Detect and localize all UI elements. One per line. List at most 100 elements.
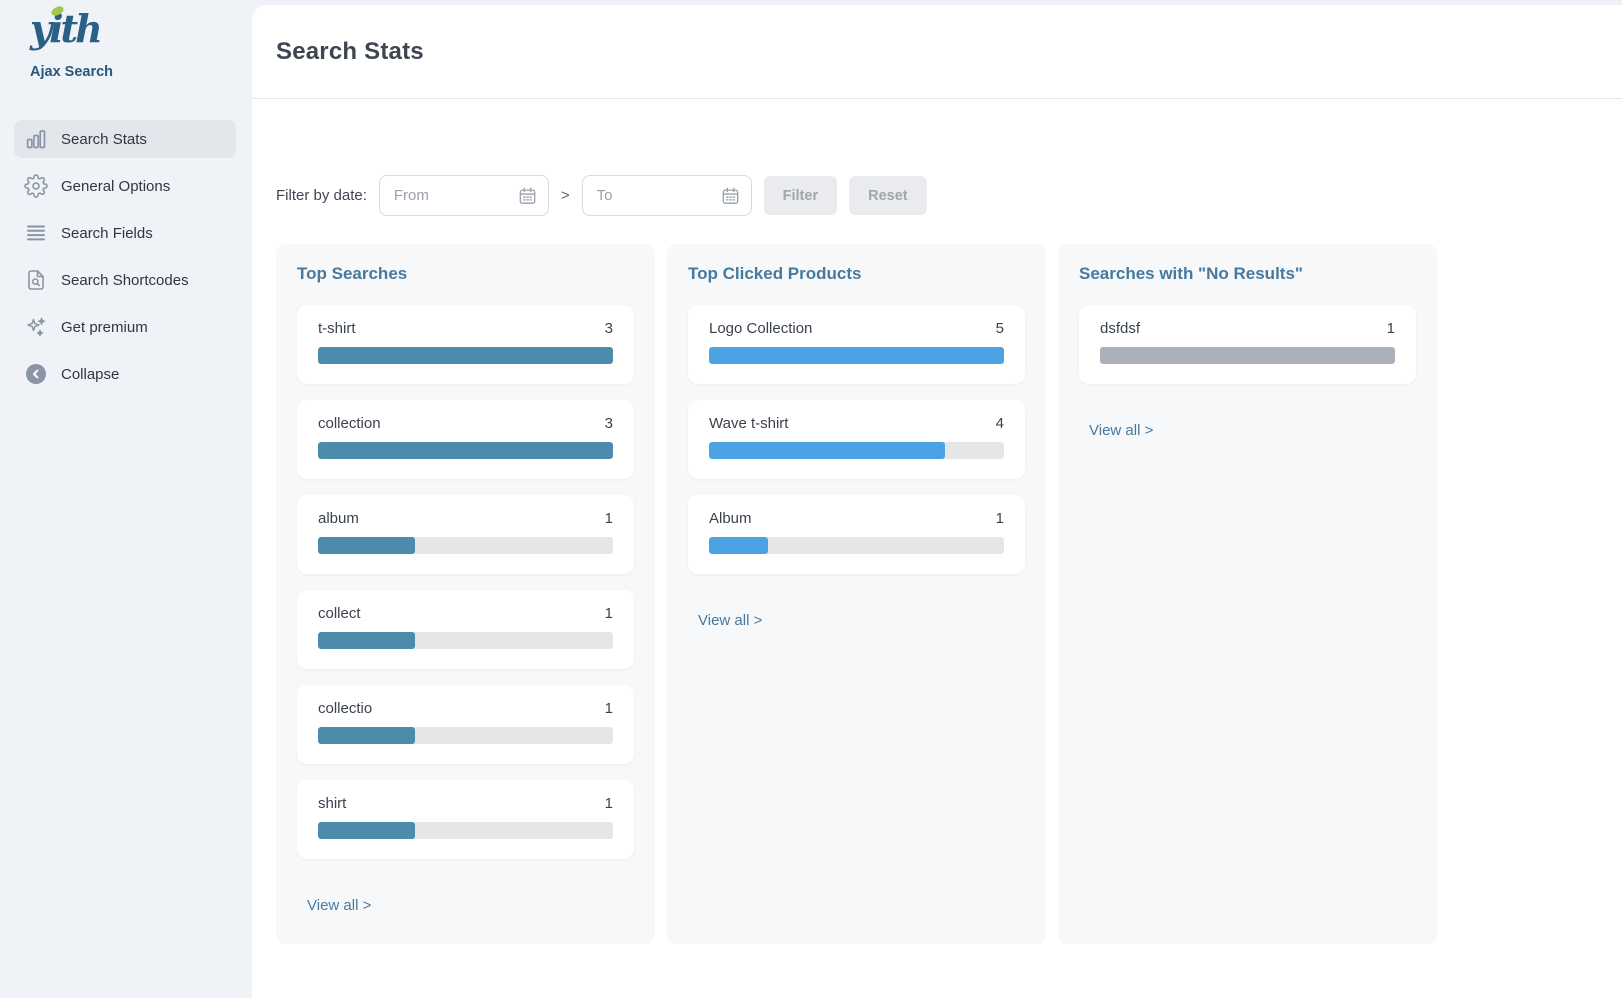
panels-row: Top Searches t-shirt 3 collection 3 album 1 col… (276, 244, 1598, 944)
stat-term-label: album (318, 510, 359, 527)
stat-head: t-shirt 3 (318, 320, 613, 337)
calendar-icon[interactable] (517, 185, 538, 206)
gear-icon (24, 174, 48, 198)
stat-bar-track (709, 442, 1004, 459)
view-all-link[interactable]: View all > (1089, 422, 1154, 439)
sparkles-icon (24, 315, 48, 339)
stat-bar-track (318, 727, 613, 744)
sidebar-item-label: Search Fields (61, 224, 153, 242)
stat-bar-track (318, 347, 613, 364)
stat-bar-fill (318, 822, 416, 839)
stat-bar-track (318, 537, 613, 554)
panel-title: Top Searches (297, 264, 408, 283)
stat-count: 1 (604, 510, 613, 527)
sidebar-item-label: Search Stats (61, 130, 147, 148)
sidebar-item-search-stats[interactable]: Search Stats (14, 120, 236, 158)
stat-count: 3 (604, 320, 613, 337)
stat-count: 1 (1386, 320, 1395, 337)
stat-card: Logo Collection 5 (688, 305, 1025, 384)
stat-count: 3 (604, 415, 613, 432)
stat-card: collection 3 (297, 400, 634, 479)
reset-button[interactable]: Reset (849, 176, 927, 215)
list-lines-icon (24, 221, 48, 245)
stat-bar-fill (1100, 347, 1395, 364)
panel-searches-with-no-results: Searches with "No Results" dsfdsf 1 View al… (1058, 244, 1437, 944)
stat-count: 1 (604, 795, 613, 812)
stat-bar-track (318, 632, 613, 649)
date-from-input[interactable] (378, 175, 549, 216)
date-range-separator: > (560, 187, 570, 204)
collapse-circle-icon (24, 362, 48, 386)
stat-term-label: collectio (318, 700, 373, 717)
stat-term-label: dsfdsf (1100, 320, 1141, 337)
main-area: Search Stats Filter by date: > Filter (252, 0, 1622, 998)
panel-top-clicked-products: Top Clicked Products Logo Collection 5 Wave… (667, 244, 1046, 944)
panel-top-searches: Top Searches t-shirt 3 collection 3 album 1 col… (276, 244, 655, 944)
stat-term-label: Album (709, 510, 752, 527)
stat-head: Logo Collection 5 (709, 320, 1004, 337)
sidebar-item-label: General Options (61, 177, 171, 195)
sidebar-nav: Search Stats General Options Search Fields… (0, 120, 252, 393)
page-header: Search Stats (252, 5, 1622, 99)
stat-term-label: Wave t-shirt (709, 415, 789, 432)
stat-bar-fill (709, 537, 768, 554)
stat-bar-fill (709, 347, 1004, 364)
stat-card: collect 1 (297, 590, 634, 669)
stat-card: Wave t-shirt 4 (688, 400, 1025, 479)
view-all-link[interactable]: View all > (698, 612, 763, 629)
bar-chart-icon (24, 127, 48, 151)
stat-count: 1 (995, 510, 1004, 527)
sidebar-item-general-options[interactable]: General Options (14, 167, 236, 205)
panel-title: Searches with "No Results" (1079, 264, 1303, 283)
stat-head: Wave t-shirt 4 (709, 415, 1004, 432)
shortcode-doc-icon (24, 268, 48, 292)
stat-bar-track (1100, 347, 1395, 364)
stat-count: 4 (995, 415, 1004, 432)
sidebar-item-get-premium[interactable]: Get premium (14, 308, 236, 346)
content: Filter by date: > Filter Reset Top Searc… (252, 175, 1622, 944)
stat-head: dsfdsf 1 (1100, 320, 1395, 337)
filter-button[interactable]: Filter (763, 176, 838, 215)
date-to-field (581, 175, 752, 216)
main-card: Search Stats Filter by date: > Filter (252, 5, 1622, 998)
stat-term-label: Logo Collection (709, 320, 813, 337)
sidebar-item-collapse[interactable]: Collapse (14, 355, 236, 393)
stat-bar-fill (318, 632, 416, 649)
page-title: Search Stats (276, 37, 424, 65)
stat-card: collectio 1 (297, 685, 634, 764)
stat-count: 1 (604, 700, 613, 717)
stat-bar-fill (709, 442, 945, 459)
filter-by-date-label: Filter by date: (276, 187, 367, 204)
yith-logo-text: yith (30, 6, 103, 51)
stat-term-label: t-shirt (318, 320, 356, 337)
panel-title: Top Clicked Products (688, 264, 862, 283)
sidebar-item-label: Get premium (61, 318, 148, 336)
stat-term-label: shirt (318, 795, 347, 812)
stat-card: album 1 (297, 495, 634, 574)
stat-head: shirt 1 (318, 795, 613, 812)
view-all-link[interactable]: View all > (307, 897, 372, 914)
sidebar-item-search-shortcodes[interactable]: Search Shortcodes (14, 261, 236, 299)
stat-bar-fill (318, 727, 416, 744)
date-from-field (378, 175, 549, 216)
brand: yith Ajax Search (0, 2, 252, 80)
stat-bar-fill (318, 537, 416, 554)
stat-card: dsfdsf 1 (1079, 305, 1416, 384)
stat-head: collect 1 (318, 605, 613, 622)
stat-bar-fill (318, 442, 613, 459)
filter-row: Filter by date: > Filter Reset (276, 175, 1598, 216)
stat-bar-track (318, 822, 613, 839)
yith-logo: yith (30, 2, 252, 56)
sidebar-item-label: Search Shortcodes (61, 271, 189, 289)
calendar-icon[interactable] (720, 185, 741, 206)
sidebar-item-label: Collapse (61, 365, 120, 383)
sidebar-item-search-fields[interactable]: Search Fields (14, 214, 236, 252)
stat-head: Album 1 (709, 510, 1004, 527)
stat-card: t-shirt 3 (297, 305, 634, 384)
stat-head: album 1 (318, 510, 613, 527)
stat-bar-track (709, 537, 1004, 554)
stat-term-label: collect (318, 605, 361, 622)
stat-head: collectio 1 (318, 700, 613, 717)
sidebar: yith Ajax Search Search Stats General Opt… (0, 0, 252, 998)
